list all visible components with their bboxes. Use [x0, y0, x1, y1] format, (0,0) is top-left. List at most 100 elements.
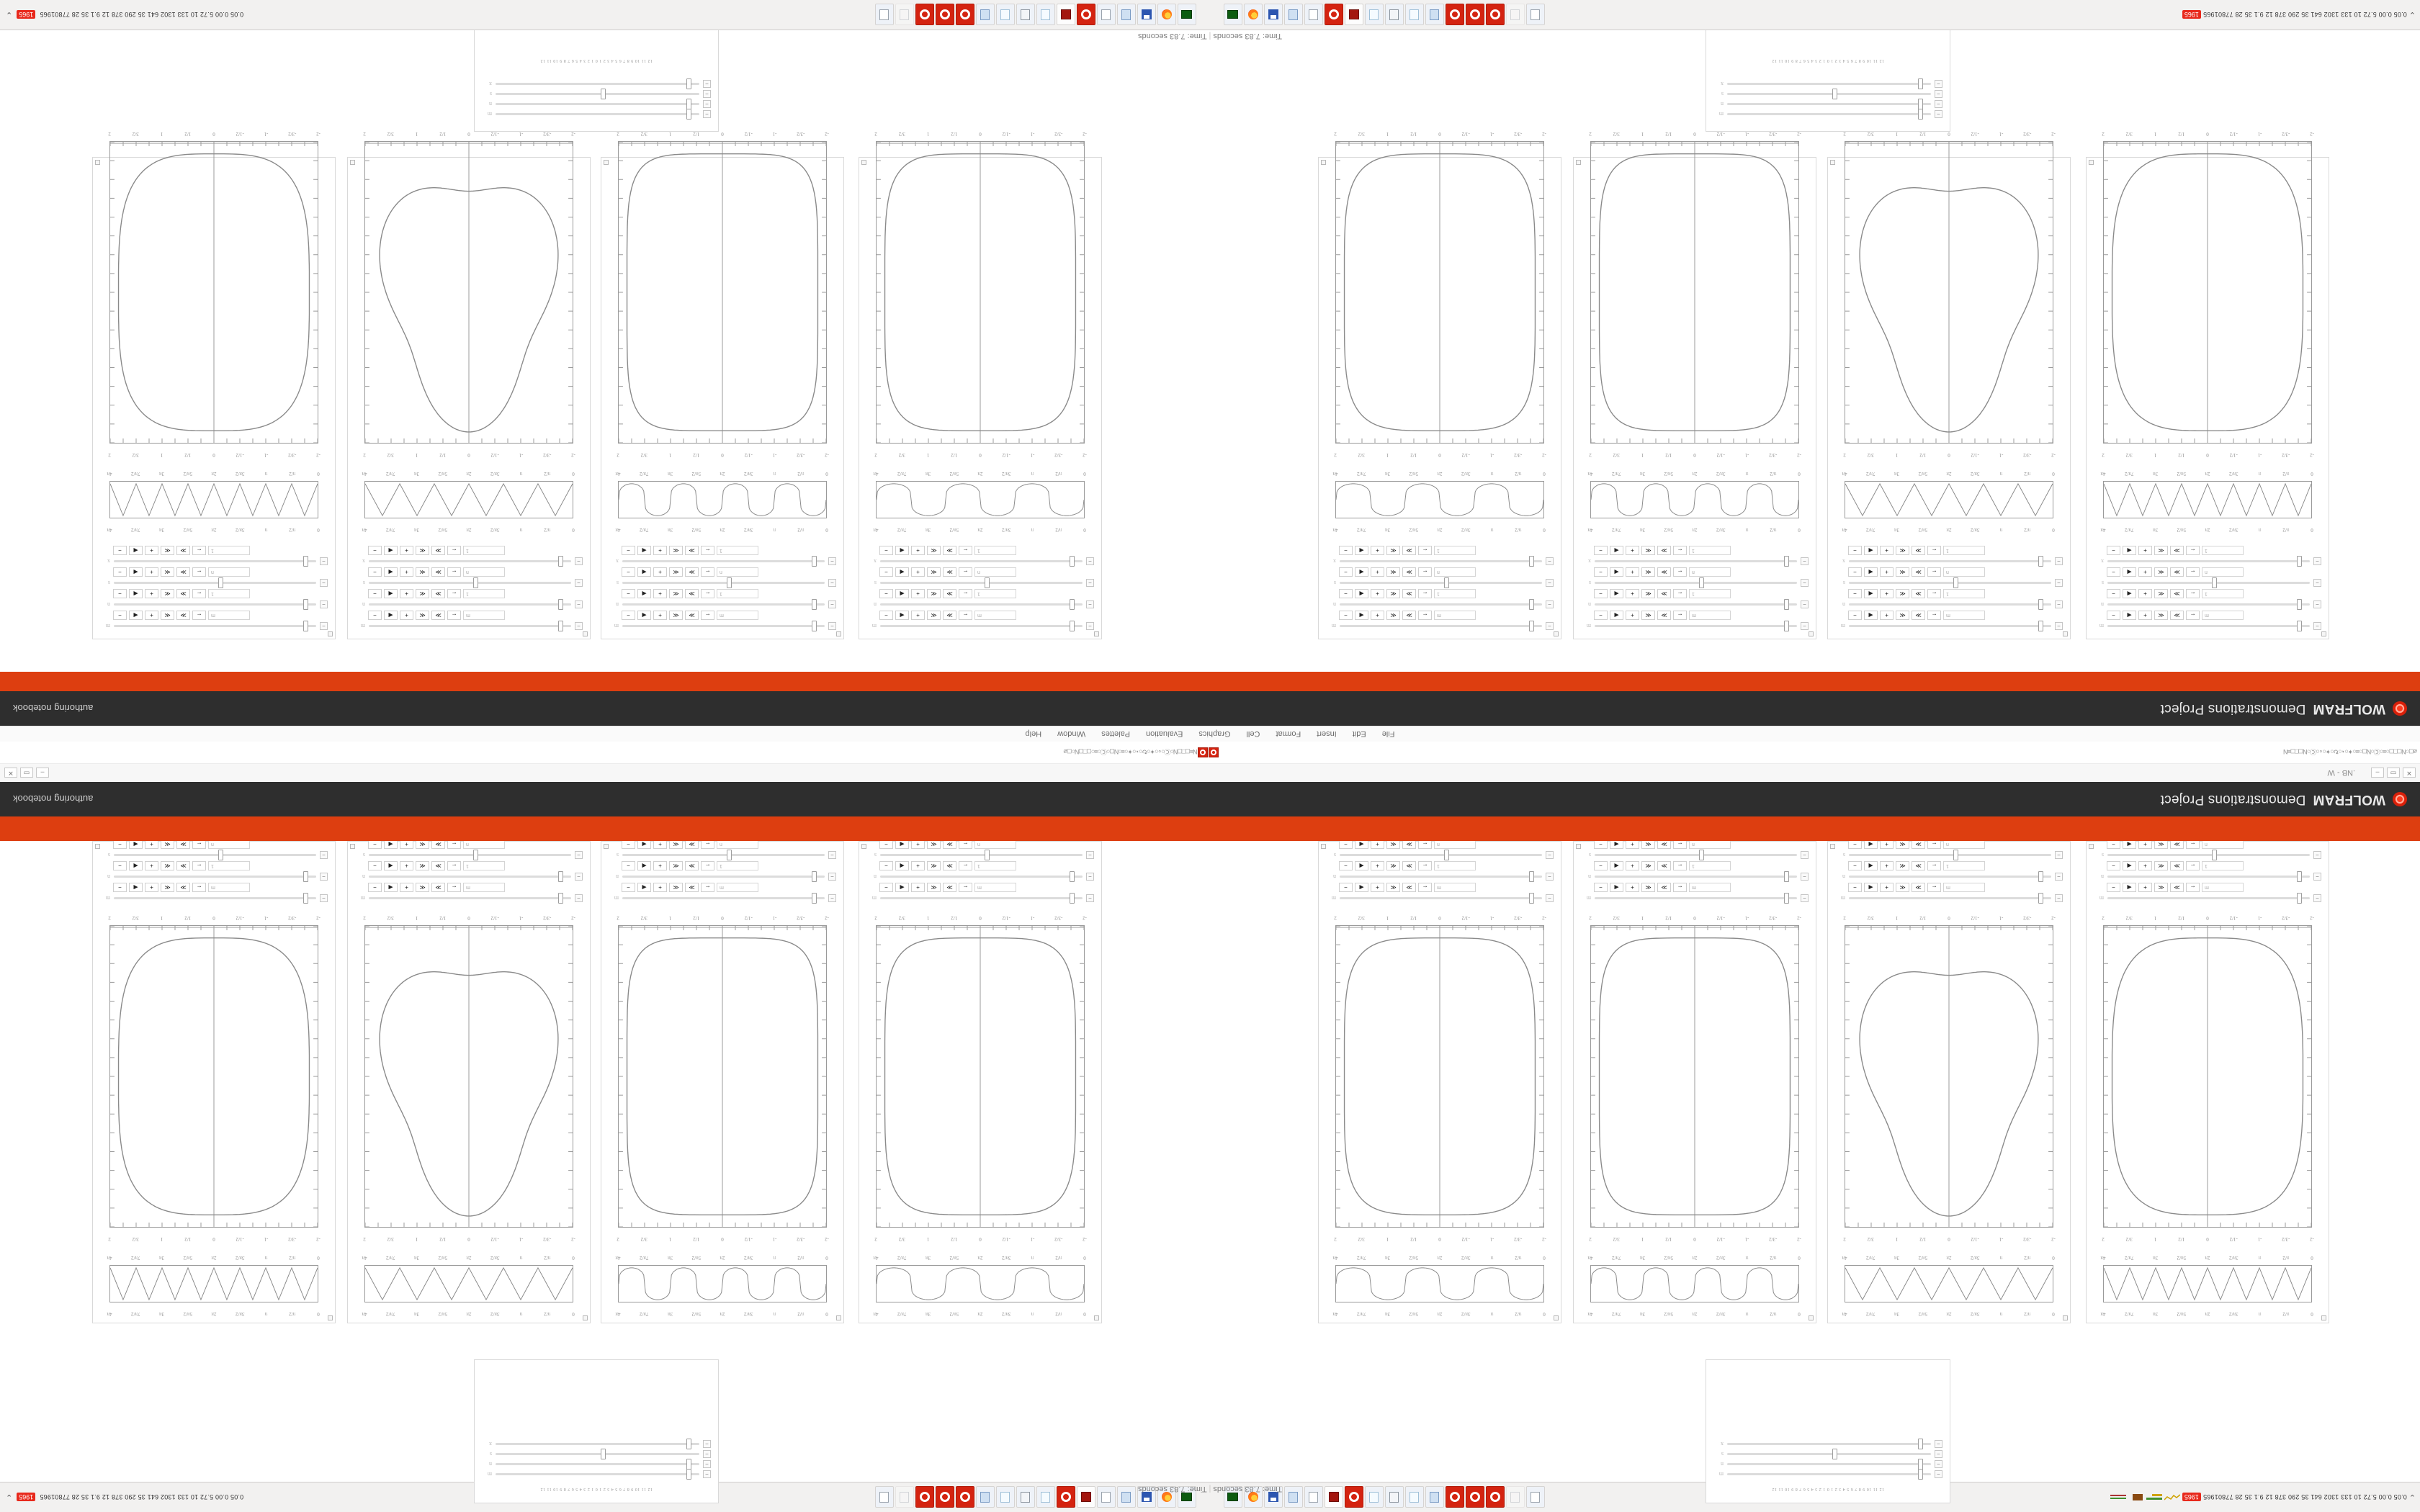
play-button[interactable]: + [1880, 589, 1894, 598]
slider-minus-button[interactable]: − [320, 894, 328, 902]
menu-item-format[interactable]: Format [1276, 729, 1301, 739]
slider-row[interactable]: − x [1326, 556, 1554, 567]
slider-track[interactable] [496, 1459, 699, 1470]
slider-row[interactable]: − s [1835, 577, 2063, 588]
slider-row[interactable]: − x [2094, 556, 2321, 567]
minus-button[interactable]: − [368, 589, 382, 598]
step-back-button[interactable]: ≪ [927, 546, 941, 555]
slider-knob[interactable] [557, 599, 563, 610]
reset-button[interactable]: ← [447, 611, 461, 620]
taskbar-button-misc[interactable] [895, 1486, 914, 1508]
value-field[interactable]: 1 [1943, 861, 1985, 870]
animation-controls[interactable]: m ← ≫ ≪ + ◀ − [2094, 883, 2321, 892]
demonstration-card[interactable]: − m m ← ≫ ≪ + ◀ − − n 1 ← ≫ ≪ + ◀ − − s n [347, 131, 591, 639]
value-field[interactable]: 1 [1943, 589, 1985, 598]
value-field[interactable]: m [717, 611, 758, 620]
slider-row[interactable]: − n [1713, 99, 1942, 109]
slider-row[interactable]: − n [866, 871, 1094, 882]
play-button[interactable]: + [1626, 589, 1639, 598]
step-forward-button[interactable]: ≫ [2170, 861, 2184, 870]
taskbar-button-notepad[interactable] [1365, 4, 1384, 26]
window-controls-right[interactable]: – ▭ ✕ [4, 768, 49, 778]
step-forward-button[interactable]: ≫ [1657, 883, 1671, 892]
slider-minus-button[interactable]: − [703, 1460, 711, 1468]
slider-group[interactable]: − m − n − s − x [1706, 1433, 1950, 1485]
step-back-button[interactable]: ≪ [161, 611, 174, 620]
reset-button[interactable]: ← [959, 611, 972, 620]
slider-track[interactable] [622, 621, 825, 631]
reset-button[interactable]: ← [447, 883, 461, 892]
slider-row[interactable]: − s [609, 850, 836, 860]
animation-controls[interactable]: m ← ≫ ≪ + ◀ − [1835, 883, 2063, 892]
taskbar-button-calculator[interactable] [1385, 1486, 1404, 1508]
value-field[interactable]: 1 [1689, 546, 1731, 555]
reset-button[interactable]: ← [2186, 611, 2200, 620]
slider-minus-button[interactable]: − [1546, 557, 1554, 565]
taskbar-top[interactable]: ⌄ 0.05 0.00 5.72 10 133 1302 641 35 290 … [0, 1482, 2420, 1512]
step-back-button[interactable]: ≪ [2154, 567, 2168, 577]
slider-knob[interactable] [302, 621, 308, 631]
animation-controls[interactable]: 1 ←≫≪+◀− [1835, 589, 2063, 598]
direction-button[interactable]: ◀ [1355, 567, 1368, 577]
slider-minus-button[interactable]: − [1935, 1460, 1942, 1468]
value-field[interactable]: n [2202, 567, 2244, 577]
demonstration-card[interactable]: 0 π/2 π 3π/2 2π 5π/2 3π 7π/2 4π 0 π/2 π 3π/2 2π 5π/2 3… [1827, 818, 2071, 1323]
taskbar-button-notebook[interactable] [1284, 1486, 1303, 1508]
minus-button[interactable]: − [1339, 861, 1353, 870]
play-button[interactable]: + [1371, 861, 1384, 870]
slider-minus-button[interactable]: − [828, 894, 836, 902]
step-forward-button[interactable]: ≫ [1657, 611, 1671, 620]
play-button[interactable]: + [400, 589, 413, 598]
slider-row[interactable]: − s [100, 577, 328, 588]
value-field[interactable]: 1 [974, 589, 1016, 598]
slider-minus-button[interactable]: − [1086, 557, 1094, 565]
slider-group[interactable]: − m m ← ≫ ≪ + ◀ − − n 1 ← ≫ ≪ + ◀ − − s n [1574, 539, 1816, 634]
value-field[interactable]: m [1943, 883, 1985, 892]
slider-row[interactable]: − s [1326, 850, 1554, 860]
animation-controls[interactable]: n ← ≫ ≪ + ◀ − [866, 567, 1094, 577]
slider-row[interactable]: − m [100, 621, 328, 631]
slider-row[interactable]: − s [355, 577, 583, 588]
step-back-button[interactable]: ≪ [1896, 546, 1909, 555]
slider-track[interactable] [1727, 99, 1931, 109]
direction-button[interactable]: ◀ [1864, 861, 1878, 870]
animation-controls[interactable]: n ← ≫ ≪ + ◀ − [1581, 567, 1809, 577]
direction-button[interactable]: ◀ [129, 861, 143, 870]
slider-track[interactable] [2107, 599, 2310, 610]
slider-minus-button[interactable]: − [1801, 894, 1809, 902]
slider-track[interactable] [1595, 599, 1797, 610]
direction-button[interactable]: ◀ [637, 883, 651, 892]
step-back-button[interactable]: ≪ [2154, 611, 2168, 620]
slider-minus-button[interactable]: − [320, 579, 328, 587]
slider-knob[interactable] [1069, 621, 1075, 631]
slider-track[interactable] [1849, 893, 2051, 904]
slider-track[interactable] [369, 577, 571, 588]
play-button[interactable]: + [145, 883, 158, 892]
slider-minus-button[interactable]: − [575, 873, 583, 881]
slider-group[interactable]: − m − n − s − x [1706, 73, 1950, 131]
slider-knob[interactable] [726, 577, 732, 588]
step-forward-button[interactable]: ≫ [1912, 589, 1925, 598]
slider-track[interactable] [2107, 893, 2310, 904]
minus-button[interactable]: − [879, 883, 893, 892]
slider-minus-button[interactable]: − [828, 579, 836, 587]
direction-button[interactable]: ◀ [637, 611, 651, 620]
animation-controls[interactable]: 1 ←≫≪+◀− [2094, 546, 2321, 555]
slider-knob[interactable] [1698, 850, 1704, 860]
slider-row[interactable]: − n [482, 1459, 711, 1470]
slider-track[interactable] [880, 599, 1083, 610]
slider-track[interactable] [1727, 1459, 1931, 1470]
step-forward-button[interactable]: ≫ [1912, 546, 1925, 555]
slider-row[interactable]: − x [1713, 78, 1942, 89]
menu-item-cell[interactable]: Cell [1246, 729, 1260, 739]
minus-button[interactable]: − [368, 546, 382, 555]
slider-track[interactable] [1340, 871, 1542, 882]
slider-minus-button[interactable]: − [2313, 557, 2321, 565]
menubar-upper[interactable]: File Edit Insert Format Cell Graphics Ev… [0, 726, 2420, 742]
play-button[interactable]: + [1626, 861, 1639, 870]
slider-knob[interactable] [1528, 556, 1534, 567]
taskbar-button-mathematica[interactable] [956, 1486, 974, 1508]
animation-controls[interactable]: 1 ←≫≪+◀− [1581, 546, 1809, 555]
taskbar-button-notepad[interactable] [1036, 4, 1055, 26]
play-button[interactable]: + [1880, 883, 1894, 892]
